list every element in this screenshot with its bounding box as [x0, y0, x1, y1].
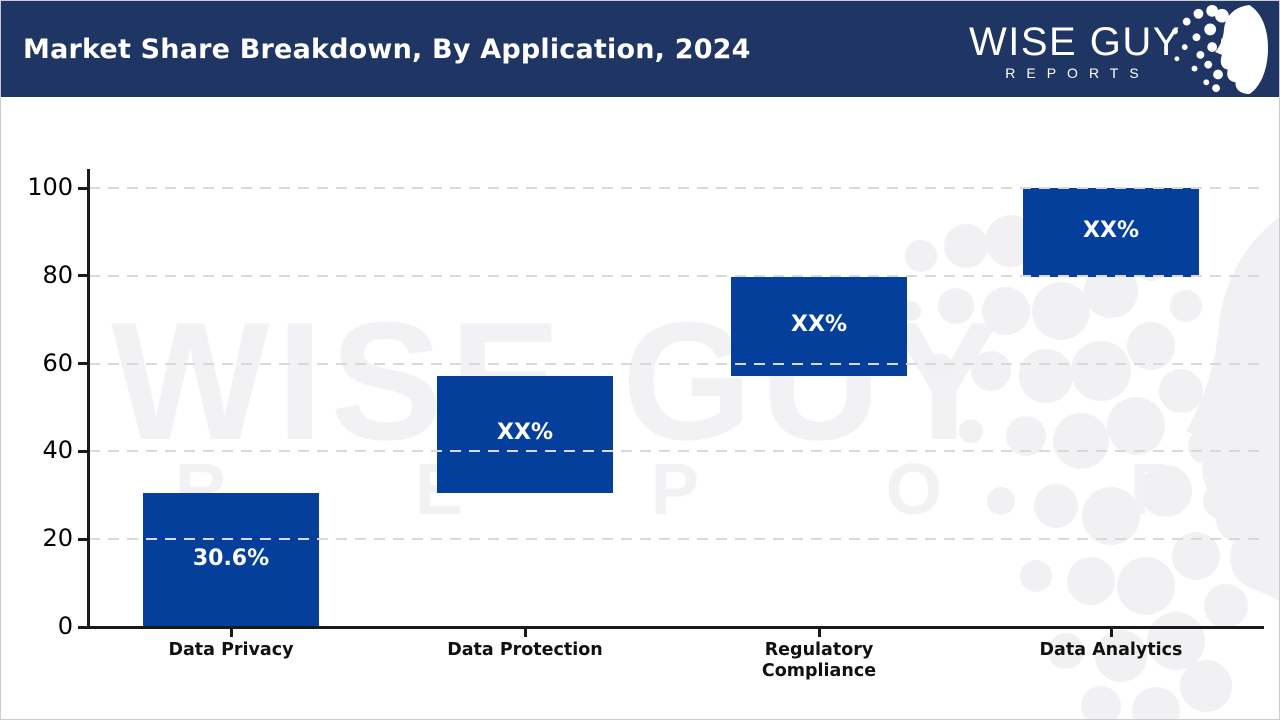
brand-logo: WISE GUY REPORTS	[969, 2, 1273, 96]
y-tick-60	[78, 362, 88, 366]
y-axis-line	[87, 169, 90, 629]
brand-logo-text: WISE GUY REPORTS	[969, 22, 1181, 81]
bar-data-protection	[437, 375, 613, 493]
x-tick-2	[817, 629, 821, 637]
gridline-40	[89, 450, 1263, 453]
bar-data-analytics	[1023, 188, 1199, 277]
gridline-60	[89, 362, 1263, 365]
bar-value-label: 30.6%	[192, 545, 270, 571]
brand-face-icon	[1172, 4, 1269, 95]
gridline-20	[89, 538, 1263, 541]
x-axis-line	[87, 626, 1264, 629]
bar-value-label: XX%	[497, 420, 553, 446]
y-tick-0	[78, 625, 88, 629]
header: Market Share Breakdown, By Application, …	[1, 1, 1279, 97]
y-tick-40	[78, 449, 88, 453]
x-tick-3	[1109, 629, 1113, 637]
x-tick-1	[523, 629, 527, 637]
brand-subtitle: REPORTS	[1005, 64, 1150, 81]
bar-value-label: XX%	[791, 312, 847, 338]
y-tick-label-80: 80	[42, 260, 73, 289]
y-tick-label-20: 20	[42, 524, 73, 553]
bar-data-privacy	[143, 492, 319, 627]
y-tick-label-0: 0	[57, 612, 73, 640]
x-axis-label: Data Analytics	[1039, 640, 1183, 660]
bar-value-label: XX%	[1083, 218, 1139, 244]
bar-regulatory-compliance	[731, 276, 907, 376]
brand-name: WISE GUY	[968, 19, 1181, 64]
y-tick-80	[78, 274, 88, 278]
chart-title: Market Share Breakdown, By Application, …	[23, 33, 751, 65]
y-tick-label-100: 100	[27, 173, 73, 201]
y-tick-100	[78, 186, 88, 190]
x-axis-label: Data Protection	[447, 640, 603, 660]
y-tick-20	[78, 537, 88, 541]
x-tick-0	[229, 629, 233, 637]
x-axis-label: Regulatory Compliance	[761, 640, 877, 681]
y-tick-label-40: 40	[42, 436, 73, 465]
gridline-100	[89, 187, 1263, 189]
gridline-80	[89, 274, 1263, 277]
x-axis-label: Data Privacy	[168, 640, 294, 660]
y-tick-label-60: 60	[42, 348, 73, 377]
